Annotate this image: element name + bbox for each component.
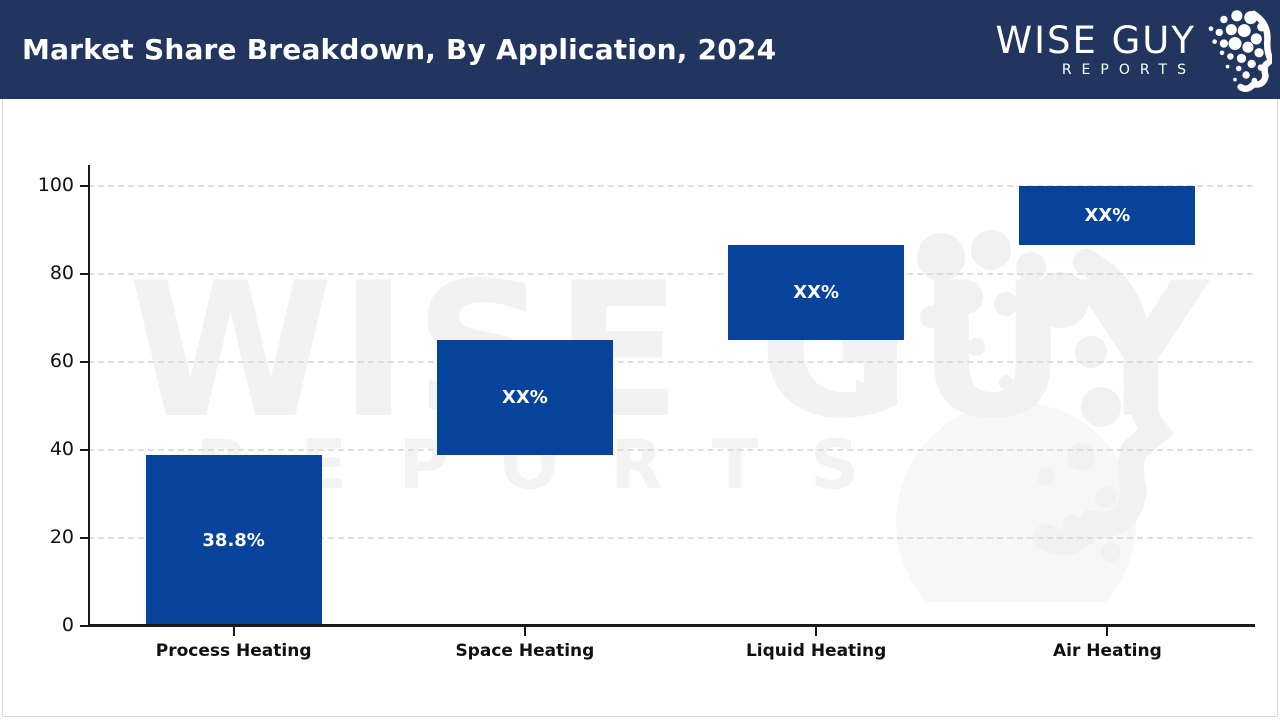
y-tick-mark-60 <box>80 361 88 363</box>
gridline-60 <box>88 361 1253 363</box>
y-tick-80: 80 <box>49 262 74 284</box>
x-axis-line <box>88 624 1255 627</box>
y-tick-60: 60 <box>49 350 74 372</box>
y-tick-mark-100 <box>80 185 88 187</box>
x-tick-mark-1 <box>523 627 526 636</box>
y-tick-20: 20 <box>49 526 74 548</box>
bar-value-label: 38.8% <box>202 530 265 552</box>
x-tick-mark-3 <box>1106 627 1109 636</box>
gridline-100 <box>88 185 1253 187</box>
x-label-air-heating: Air Heating <box>1053 641 1162 661</box>
logo-wordmark: WISE GUY <box>995 18 1196 62</box>
wise-guy-logo: WISE GUY REPORTS <box>996 0 1272 99</box>
x-tick-mark-2 <box>815 627 818 636</box>
bar-value-label: XX% <box>501 387 548 409</box>
y-axis-line <box>88 165 90 626</box>
y-tick-40: 40 <box>49 438 74 460</box>
watermark-head-icon <box>856 230 1175 602</box>
bar-space-heating: XX% <box>436 340 613 456</box>
header: Market Share Breakdown, By Application, … <box>0 0 1280 99</box>
bar-air-heating: XX% <box>1019 186 1196 246</box>
bar-value-label: XX% <box>793 282 840 304</box>
y-tick-mark-0 <box>80 625 88 627</box>
y-tick-mark-80 <box>80 273 88 275</box>
x-tick-mark-0 <box>232 627 235 636</box>
y-tick-mark-40 <box>80 449 88 451</box>
gridline-20 <box>88 537 1253 539</box>
x-label-space-heating: Space Heating <box>455 641 595 661</box>
logo-head-icon <box>1208 9 1272 92</box>
y-tick-100: 100 <box>37 174 74 196</box>
logo-text: WISE GUY REPORTS <box>996 22 1196 78</box>
bar-liquid-heating: XX% <box>728 245 905 340</box>
gridline-40 <box>88 449 1253 451</box>
logo-subtitle: REPORTS <box>1061 61 1196 78</box>
bar-value-label: XX% <box>1084 205 1131 227</box>
bar-process-heating: 38.8% <box>145 455 322 626</box>
y-tick-0: 0 <box>61 614 74 636</box>
chart-title: Market Share Breakdown, By Application, … <box>22 33 777 66</box>
x-label-liquid-heating: Liquid Heating <box>745 641 887 661</box>
x-label-process-heating: Process Heating <box>155 641 312 661</box>
gridline-80 <box>88 273 1253 275</box>
y-tick-mark-20 <box>80 537 88 539</box>
